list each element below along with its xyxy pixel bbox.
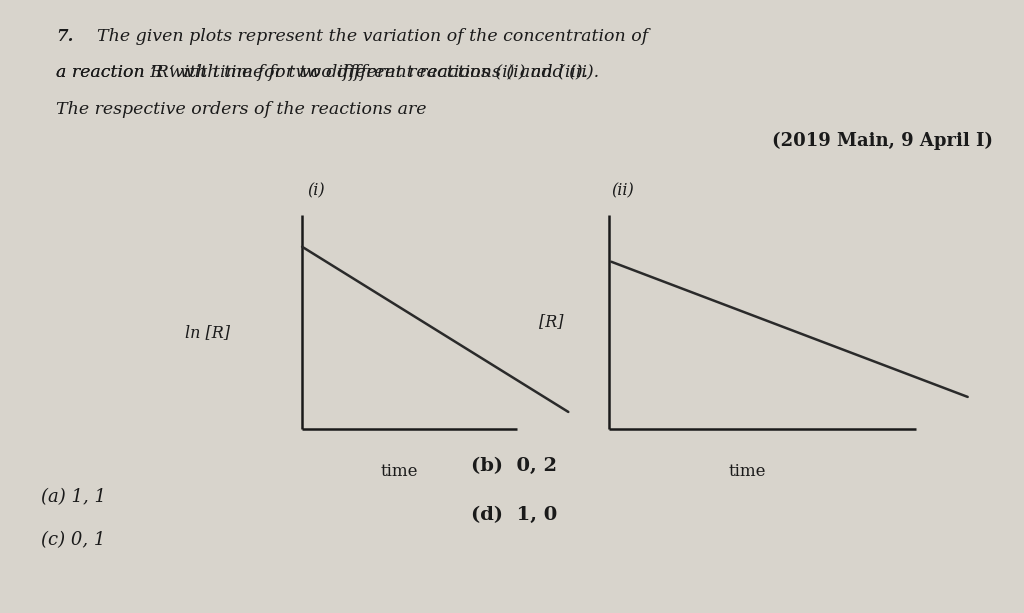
Text: a reaction ’R‘ with time for two different reactions (i) and (ii).: a reaction ’R‘ with time for two differe… xyxy=(56,64,599,82)
Text: time: time xyxy=(380,463,418,480)
Text: (b)  0, 2: (b) 0, 2 xyxy=(471,457,557,475)
Text: The respective orders of the reactions are: The respective orders of the reactions a… xyxy=(56,101,427,118)
Text: [R]: [R] xyxy=(539,313,563,330)
Text: (a) 1, 1: (a) 1, 1 xyxy=(41,488,105,506)
Text: 7.: 7. xyxy=(56,28,74,45)
Text: a reaction R with time for two different reactions (i) and (ii).: a reaction R with time for two different… xyxy=(56,64,589,82)
Text: time: time xyxy=(729,463,766,480)
Text: (2019 Main, 9 April I): (2019 Main, 9 April I) xyxy=(772,132,993,150)
Text: (ii): (ii) xyxy=(611,182,634,199)
Text: (i): (i) xyxy=(307,182,325,199)
Text: The given plots represent the variation of the concentration of: The given plots represent the variation … xyxy=(97,28,648,45)
Text: ln [R]: ln [R] xyxy=(185,324,230,341)
Text: (d)  1, 0: (d) 1, 0 xyxy=(471,506,557,524)
Text: (c) 0, 1: (c) 0, 1 xyxy=(41,531,105,549)
